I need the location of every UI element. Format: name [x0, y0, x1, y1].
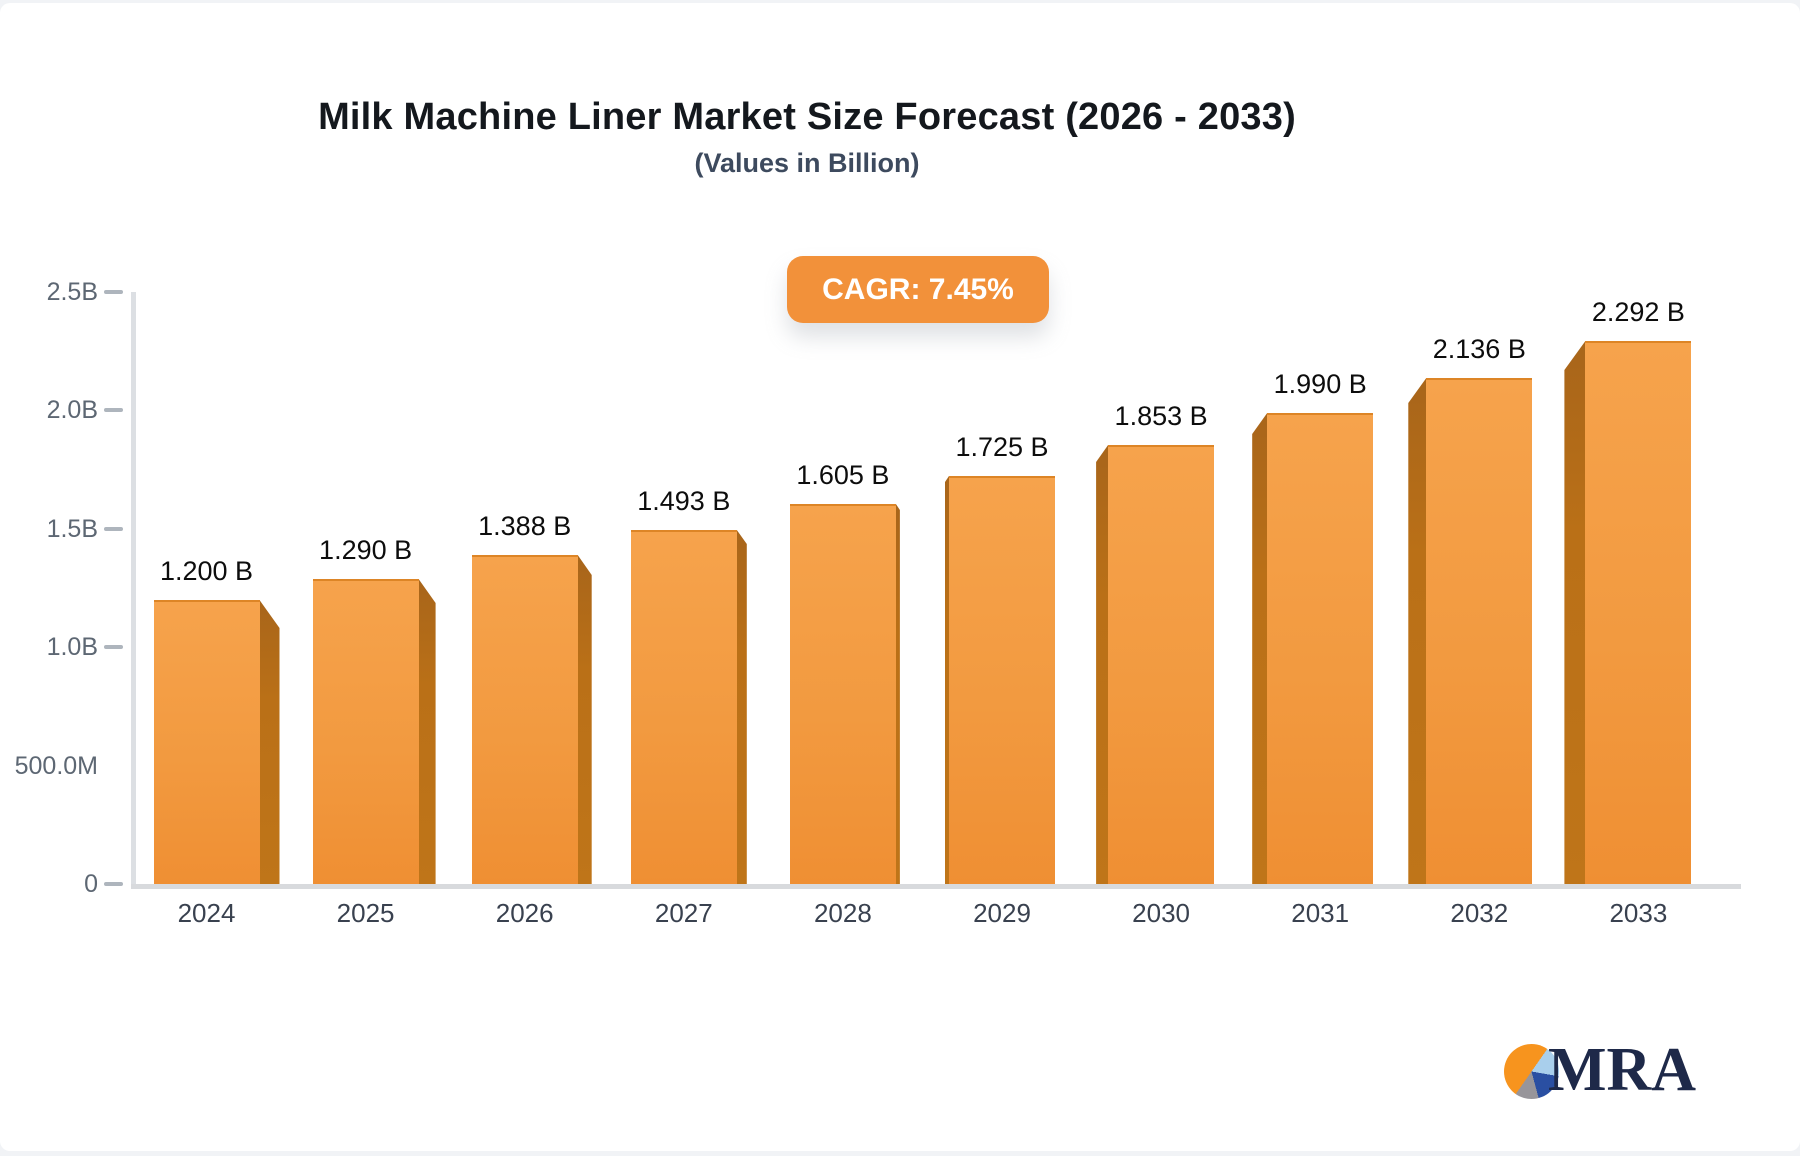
- bar-value-label: 1.493 B: [637, 486, 731, 516]
- bar-2031[interactable]: [1252, 392, 1374, 884]
- bar-side-face: [259, 600, 280, 884]
- x-axis-line: [131, 884, 1741, 889]
- logo-text: MRA: [1548, 1036, 1697, 1104]
- bar-front-face: [949, 476, 1055, 884]
- y-tick-label: 1.5B: [46, 514, 98, 543]
- bar-side-face: [577, 555, 592, 884]
- bar-front-face: [630, 530, 737, 884]
- bar-value-label: 2.136 B: [1432, 334, 1526, 364]
- y-tick-dash: [104, 645, 123, 650]
- bar-front-face: [1426, 378, 1533, 884]
- bar-side-face: [418, 579, 436, 884]
- x-tick-label: 2026: [495, 898, 554, 928]
- bar-side-face: [1096, 445, 1109, 884]
- bar-side-face: [895, 504, 900, 884]
- x-tick-label: 2025: [336, 898, 395, 928]
- chart-title: Milk Machine Liner Market Size Forecast …: [318, 96, 1296, 138]
- bar-front-face: [312, 579, 419, 884]
- bar-side-face: [1252, 413, 1268, 884]
- bar-side-face: [1564, 341, 1586, 884]
- bar-side-face: [945, 476, 949, 884]
- cagr-badge-label: CAGR: 7.45%: [822, 272, 1014, 306]
- bar-value-label: 1.605 B: [796, 460, 890, 490]
- bar-value-label: 1.388 B: [478, 511, 572, 541]
- x-tick-label: 2029: [973, 898, 1031, 928]
- bar-side-face: [1408, 378, 1427, 884]
- x-tick-label: 2033: [1609, 898, 1668, 928]
- bar-front-face: [153, 600, 260, 884]
- bar-value-label: 1.853 B: [1114, 401, 1208, 431]
- bar-2027[interactable]: [630, 516, 747, 884]
- logo-pie-icon: [1504, 1044, 1559, 1099]
- y-tick-dash: [104, 526, 123, 531]
- x-tick-label: 2030: [1132, 898, 1191, 928]
- bar-front-face: [1585, 341, 1692, 884]
- bar-front-face: [1267, 413, 1374, 884]
- bar-2032[interactable]: [1408, 353, 1533, 884]
- chart-subtitle: (Values in Billion): [694, 148, 920, 178]
- y-tick-label: 2.5B: [46, 278, 98, 306]
- bar-2024[interactable]: [153, 572, 280, 884]
- y-tick-label: 2.0B: [46, 396, 98, 425]
- bar-2029[interactable]: [945, 470, 1055, 884]
- bar-value-label: 1.290 B: [319, 535, 413, 565]
- y-tick-dash: [104, 408, 123, 413]
- bar-value-label: 2.292 B: [1591, 297, 1685, 327]
- bar-2026[interactable]: [471, 535, 592, 884]
- y-tick-dash: [104, 290, 123, 294]
- y-tick-dash: [104, 882, 123, 886]
- bar-value-label: 1.200 B: [159, 556, 254, 586]
- y-tick-label: 1.0B: [46, 633, 98, 662]
- x-tick-label: 2028: [813, 898, 872, 928]
- bar-value-label: 1.990 B: [1273, 369, 1367, 399]
- y-tick-label: 0: [84, 870, 98, 898]
- bar-front-face: [1108, 445, 1215, 884]
- bar-2030[interactable]: [1096, 428, 1215, 884]
- y-axis-line: [131, 292, 136, 884]
- bar-value-label: 1.725 B: [955, 432, 1049, 462]
- bar-front-face: [471, 555, 578, 884]
- bar-front-face: [789, 504, 896, 884]
- cagr-badge: CAGR: 7.45%: [787, 256, 1049, 323]
- x-tick-label: 2027: [654, 898, 713, 928]
- y-tick-label: 500.0M: [14, 751, 98, 780]
- bar-side-face: [736, 530, 747, 884]
- x-tick-label: 2024: [177, 898, 236, 928]
- x-tick-label: 2031: [1291, 898, 1350, 928]
- x-tick-label: 2032: [1450, 898, 1509, 928]
- bar-2025[interactable]: [312, 555, 436, 884]
- logo: MRA: [1504, 1030, 1714, 1110]
- bar-2033[interactable]: [1564, 312, 1692, 884]
- bar-2028[interactable]: [789, 498, 900, 884]
